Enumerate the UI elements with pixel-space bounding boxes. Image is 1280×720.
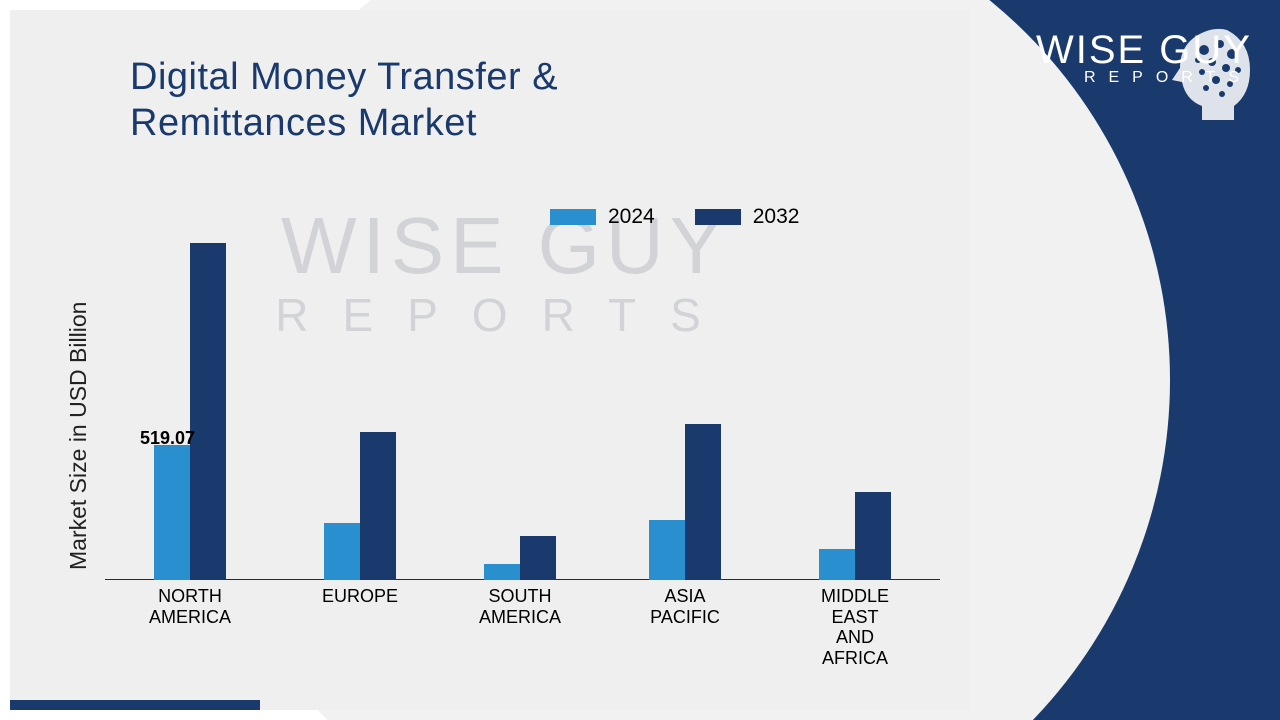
legend-item-2032: 2032: [695, 205, 800, 229]
bar-value-label: 519.07: [75, 428, 195, 449]
brand-logo-line1: WISE GUY: [1036, 28, 1252, 73]
bar-2032: [520, 536, 556, 580]
bar-2032: [190, 243, 226, 580]
plot-area: 519.07NORTH AMERICAEUROPESOUTH AMERICAAS…: [105, 230, 940, 580]
legend-item-2024: 2024: [550, 205, 655, 229]
legend-swatch-2024: [550, 209, 596, 225]
bar-pair: [819, 492, 891, 580]
category-label: ASIA PACIFIC: [650, 586, 720, 627]
chart-card: Digital Money Transfer & Remittances Mar…: [10, 10, 970, 710]
bar-2024: [154, 445, 190, 580]
bar-pair: [649, 424, 721, 580]
bar-2024: [324, 523, 360, 580]
stage: Digital Money Transfer & Remittances Mar…: [0, 0, 1280, 720]
legend: 2024 2032: [550, 205, 799, 229]
bar-pair: [324, 432, 396, 580]
legend-label-2024: 2024: [608, 205, 655, 229]
category-label: MIDDLE EAST AND AFRICA: [821, 586, 889, 669]
card-accent-strip: [10, 700, 260, 710]
bar-2032: [855, 492, 891, 580]
bar-2032: [685, 424, 721, 580]
bar-2032: [360, 432, 396, 580]
bar-pair: [484, 536, 556, 580]
bar-2024: [484, 564, 520, 580]
bar-2024: [649, 520, 685, 580]
legend-swatch-2032: [695, 209, 741, 225]
category-label: SOUTH AMERICA: [479, 586, 561, 627]
legend-label-2032: 2032: [753, 205, 800, 229]
category-label: NORTH AMERICA: [149, 586, 231, 627]
category-label: EUROPE: [322, 586, 398, 607]
chart-title: Digital Money Transfer & Remittances Mar…: [130, 55, 558, 146]
bar-2024: [819, 549, 855, 580]
bar-pair: [154, 243, 226, 580]
brand-logo: WISE GUY REPORTS: [1036, 28, 1252, 87]
